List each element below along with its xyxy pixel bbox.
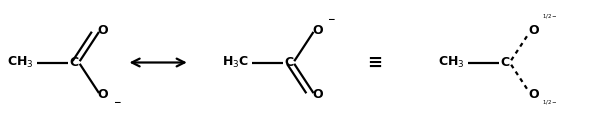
Text: O: O <box>312 88 323 101</box>
Text: ≡: ≡ <box>367 54 382 72</box>
Text: CH$_3$: CH$_3$ <box>7 55 34 70</box>
Text: C: C <box>284 56 293 69</box>
Text: C: C <box>500 56 510 69</box>
Text: $^{1/2-}$: $^{1/2-}$ <box>543 100 558 109</box>
Text: $^{1/2-}$: $^{1/2-}$ <box>543 14 558 22</box>
Text: O: O <box>98 88 108 101</box>
Text: H$_3$C: H$_3$C <box>221 55 249 70</box>
Text: O: O <box>98 24 108 37</box>
Text: −: − <box>327 15 335 24</box>
Text: O: O <box>529 88 539 101</box>
Text: O: O <box>312 24 323 37</box>
Text: CH$_3$: CH$_3$ <box>438 55 465 70</box>
Text: −: − <box>113 98 120 106</box>
Text: O: O <box>529 24 539 37</box>
Text: C: C <box>70 56 79 69</box>
